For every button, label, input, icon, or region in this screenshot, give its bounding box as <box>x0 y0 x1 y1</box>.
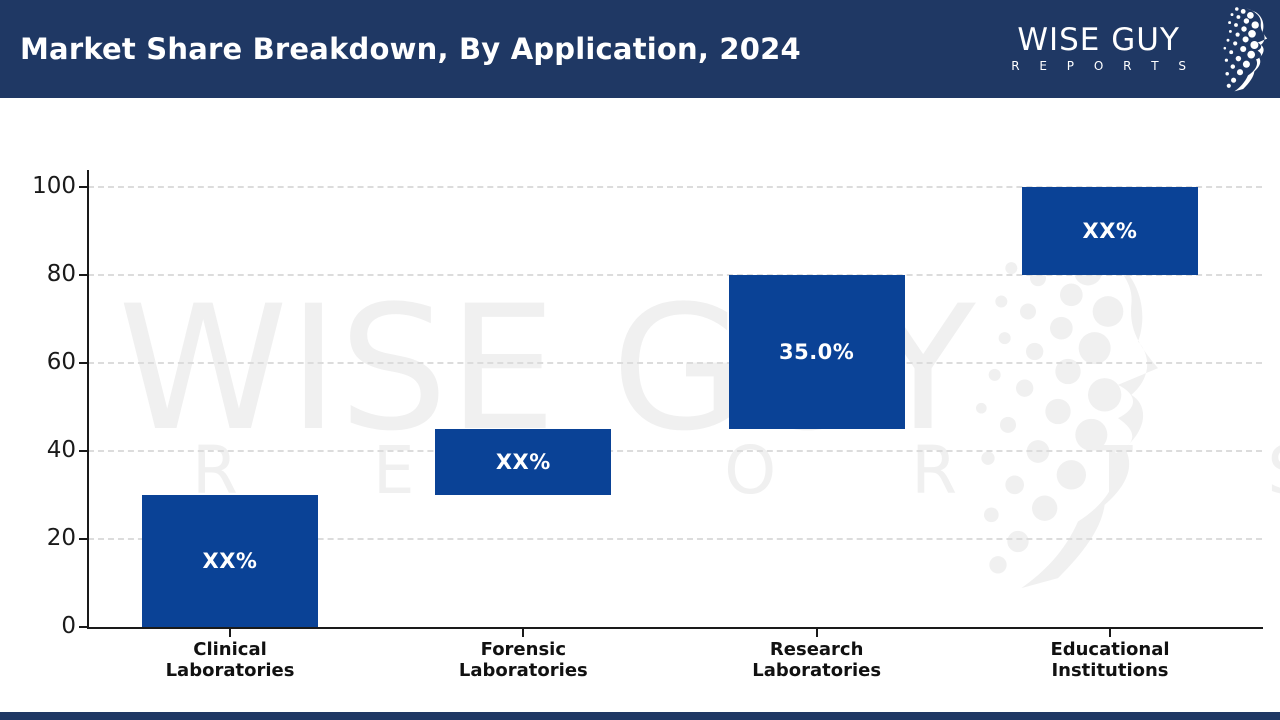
footer-bar <box>0 712 1280 720</box>
waterfall-bar: XX% <box>142 495 318 627</box>
y-tick-mark <box>79 450 87 452</box>
y-tick-label: 100 <box>32 173 76 199</box>
y-gridline <box>88 450 1262 452</box>
x-tick-mark <box>815 629 818 637</box>
y-axis-line <box>87 170 89 629</box>
wiseguy-head-icon <box>1223 7 1268 92</box>
waterfall-bar: 35.0% <box>728 275 905 429</box>
y-gridline <box>88 538 1262 540</box>
bar-value-label: 35.0% <box>778 340 855 364</box>
y-tick-label: 80 <box>46 261 76 287</box>
y-gridline <box>88 186 1262 188</box>
category-label: Clinical Laboratories <box>165 639 295 681</box>
bar-value-label: XX% <box>495 450 551 474</box>
category-label: Research Laboratories <box>752 639 882 681</box>
y-tick-label: 20 <box>46 525 76 551</box>
x-tick-mark <box>522 629 525 637</box>
y-tick-mark <box>79 538 87 540</box>
logo-name: WISE GUY <box>1017 22 1180 58</box>
y-tick-mark <box>79 186 87 188</box>
header-bar: Market Share Breakdown, By Application, … <box>0 0 1280 98</box>
logo-tagline: R E P O R T S <box>1011 59 1194 73</box>
waterfall-bar: XX% <box>1021 187 1198 275</box>
y-tick-label: 40 <box>46 437 76 463</box>
y-tick-mark <box>79 274 87 276</box>
category-label: Forensic Laboratories <box>458 639 588 681</box>
y-tick-mark <box>79 626 87 628</box>
y-tick-label: 60 <box>46 349 76 375</box>
category-label: Educational Institutions <box>1050 639 1170 681</box>
watermark-head-icon <box>976 237 1158 589</box>
wiseguy-logo-text: WISE GUY R E P O R T S <box>1003 22 1194 74</box>
x-tick-mark <box>1108 629 1111 637</box>
bar-value-label: XX% <box>202 549 258 573</box>
x-axis-line <box>87 627 1263 629</box>
waterfall-bar: XX% <box>435 429 612 495</box>
y-gridline <box>88 274 1262 276</box>
wiseguy-logo: WISE GUY R E P O R T S <box>1003 0 1272 98</box>
bar-value-label: XX% <box>1082 219 1138 243</box>
y-tick-mark <box>79 362 87 364</box>
y-gridline <box>88 362 1262 364</box>
x-tick-mark <box>229 629 231 637</box>
y-tick-label: 0 <box>61 613 76 639</box>
page-title: Market Share Breakdown, By Application, … <box>20 32 801 66</box>
